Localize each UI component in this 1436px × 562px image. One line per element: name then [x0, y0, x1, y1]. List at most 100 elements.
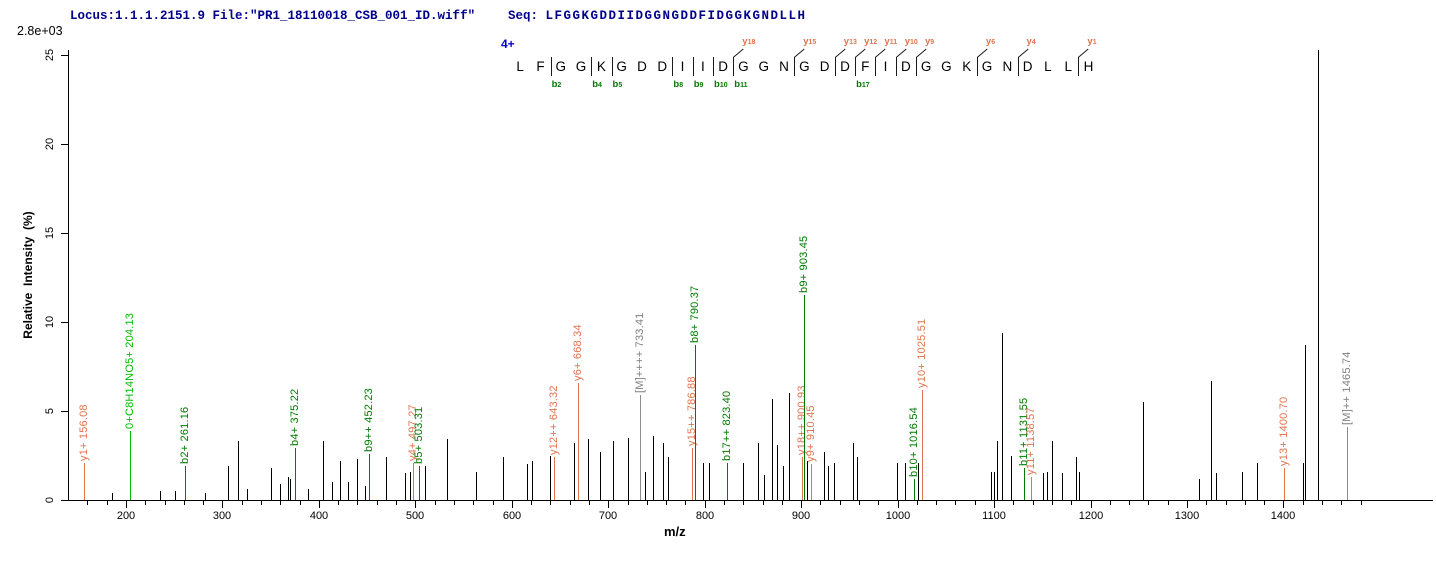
peak-annotation: y12++ 643.32 [548, 385, 560, 456]
matched-peak-M [640, 394, 641, 500]
x-axis-tick-label: 600 [502, 510, 522, 522]
x-axis-tick [454, 501, 455, 505]
y-ion-marker: y18 [742, 36, 756, 47]
x-axis-tick [396, 501, 397, 505]
peak-annotation: b8+ 790.37 [689, 285, 701, 344]
residue-letter: I [883, 59, 888, 74]
spectrum-peak [613, 441, 614, 500]
cleavage-divider [895, 57, 897, 76]
spectrum-peak [271, 467, 272, 500]
spectrum-peak [783, 466, 784, 500]
x-axis-tick [1148, 501, 1149, 505]
spectrum-peak [628, 437, 629, 500]
x-axis-tick [126, 501, 127, 508]
y-ion-marker: y12 [864, 36, 878, 47]
cleavage-divider [834, 57, 836, 76]
x-axis-tick [280, 501, 281, 505]
intensity-scale-label: 2.8e+03 [17, 24, 63, 38]
x-axis-tick-label: 700 [598, 510, 618, 522]
peak-annotation: b5+ 503.31 [413, 406, 425, 465]
header-seq-value: LFGGKGDDIIDGGNGDDFIDGGKGNDLLH [545, 9, 807, 23]
x-axis-tick [87, 501, 88, 505]
spectrum-peak [1211, 380, 1212, 500]
y-ion-marker: y6 [985, 36, 996, 47]
y-ion-marker: y1 [1087, 36, 1097, 47]
x-axis-tick [570, 501, 571, 505]
matched-peak-b2 [185, 466, 186, 500]
cleavage-divider [976, 57, 978, 76]
peak-annotation: b9+ 903.45 [798, 235, 810, 294]
matched-peak-b10 [914, 478, 915, 500]
x-axis-tick [1283, 501, 1284, 508]
spectrum-peak [503, 457, 504, 500]
peak-annotation: y11+ 1138.57 [1025, 407, 1037, 475]
matched-peak-b9 [804, 295, 805, 500]
spectrum-peak [777, 444, 778, 500]
y-axis-title: Relative Intensity (%) [21, 211, 35, 339]
spectrum-peak [772, 398, 773, 500]
x-axis-tick [415, 501, 416, 508]
residue-letter: H [1083, 59, 1094, 74]
x-axis-line [68, 500, 1433, 501]
spectrum-peak [1076, 457, 1077, 500]
spectrum-peak [743, 462, 744, 500]
x-axis-tick [1361, 501, 1362, 505]
spectrum-peak [645, 471, 646, 500]
x-axis-tick [357, 501, 358, 505]
residue-letter: L [1064, 59, 1073, 74]
spectrum-peak [425, 466, 426, 500]
y-cleavage-slash [733, 48, 744, 58]
x-axis-tick-label: 200 [116, 510, 136, 522]
y-cleavage-slash [895, 48, 907, 58]
spectrum-peak [1257, 462, 1258, 500]
spectrum-peak [348, 482, 349, 500]
peak-annotation: 0+C8H14NO5+ 204.13 [124, 312, 136, 429]
spectrum-peak [1305, 345, 1306, 500]
spectrum-peak [574, 443, 575, 500]
y-axis-line [68, 50, 69, 501]
header-sequence: Seq: LFGGKGDDIIDGGNGDDFIDGGKGNDLLH [508, 9, 807, 23]
x-axis-tick [1226, 501, 1227, 505]
cleavage-divider [855, 57, 857, 76]
x-axis-tick [531, 501, 532, 505]
spectrum-peak [1079, 471, 1080, 500]
x-axis-tick-label: 1300 [1174, 510, 1200, 522]
b-ion-marker: b17 [856, 79, 870, 90]
residue-letter: I [680, 59, 685, 74]
spectrum-peak [857, 457, 858, 500]
x-axis-tick-label: 1000 [885, 510, 911, 522]
residue-letter: F [536, 59, 545, 74]
x-axis-tick [493, 501, 494, 505]
residue-letter: D [637, 59, 647, 74]
cleavage-divider [794, 57, 796, 76]
x-axis-tick [608, 501, 609, 508]
y-cleavage-slash [1078, 48, 1089, 58]
spectrum-peak [853, 443, 854, 500]
y-axis-tick [61, 411, 68, 412]
matched-peak-y9 [811, 464, 812, 500]
x-axis-tick [184, 501, 185, 505]
matched-peak-y15 [692, 448, 693, 500]
spectrum-peak [410, 471, 411, 500]
matched-peak-M [1347, 427, 1348, 500]
cleavage-divider [1017, 57, 1019, 76]
y-axis-tick [61, 322, 68, 323]
spectrum-peak [1047, 471, 1048, 500]
matched-peak-y4 [413, 462, 414, 500]
y-ion-marker: y9 [925, 36, 935, 47]
residue-letter: G [555, 59, 567, 74]
y-axis-tick [61, 233, 68, 234]
residue-letter: N [1002, 59, 1013, 74]
residue-letter: G [575, 59, 587, 74]
y-ion-marker: y11 [884, 36, 898, 47]
x-axis-tick [685, 501, 686, 505]
x-axis-tick [1091, 501, 1092, 508]
residue-letter: I [700, 59, 705, 74]
spectrum-peak [288, 476, 289, 500]
x-axis-tick [261, 501, 262, 505]
x-axis-tick [1245, 501, 1246, 505]
spectrum-peak [1062, 473, 1063, 500]
x-axis-tick [724, 501, 725, 505]
residue-letter: K [962, 59, 972, 74]
x-axis-tick [1303, 501, 1304, 505]
